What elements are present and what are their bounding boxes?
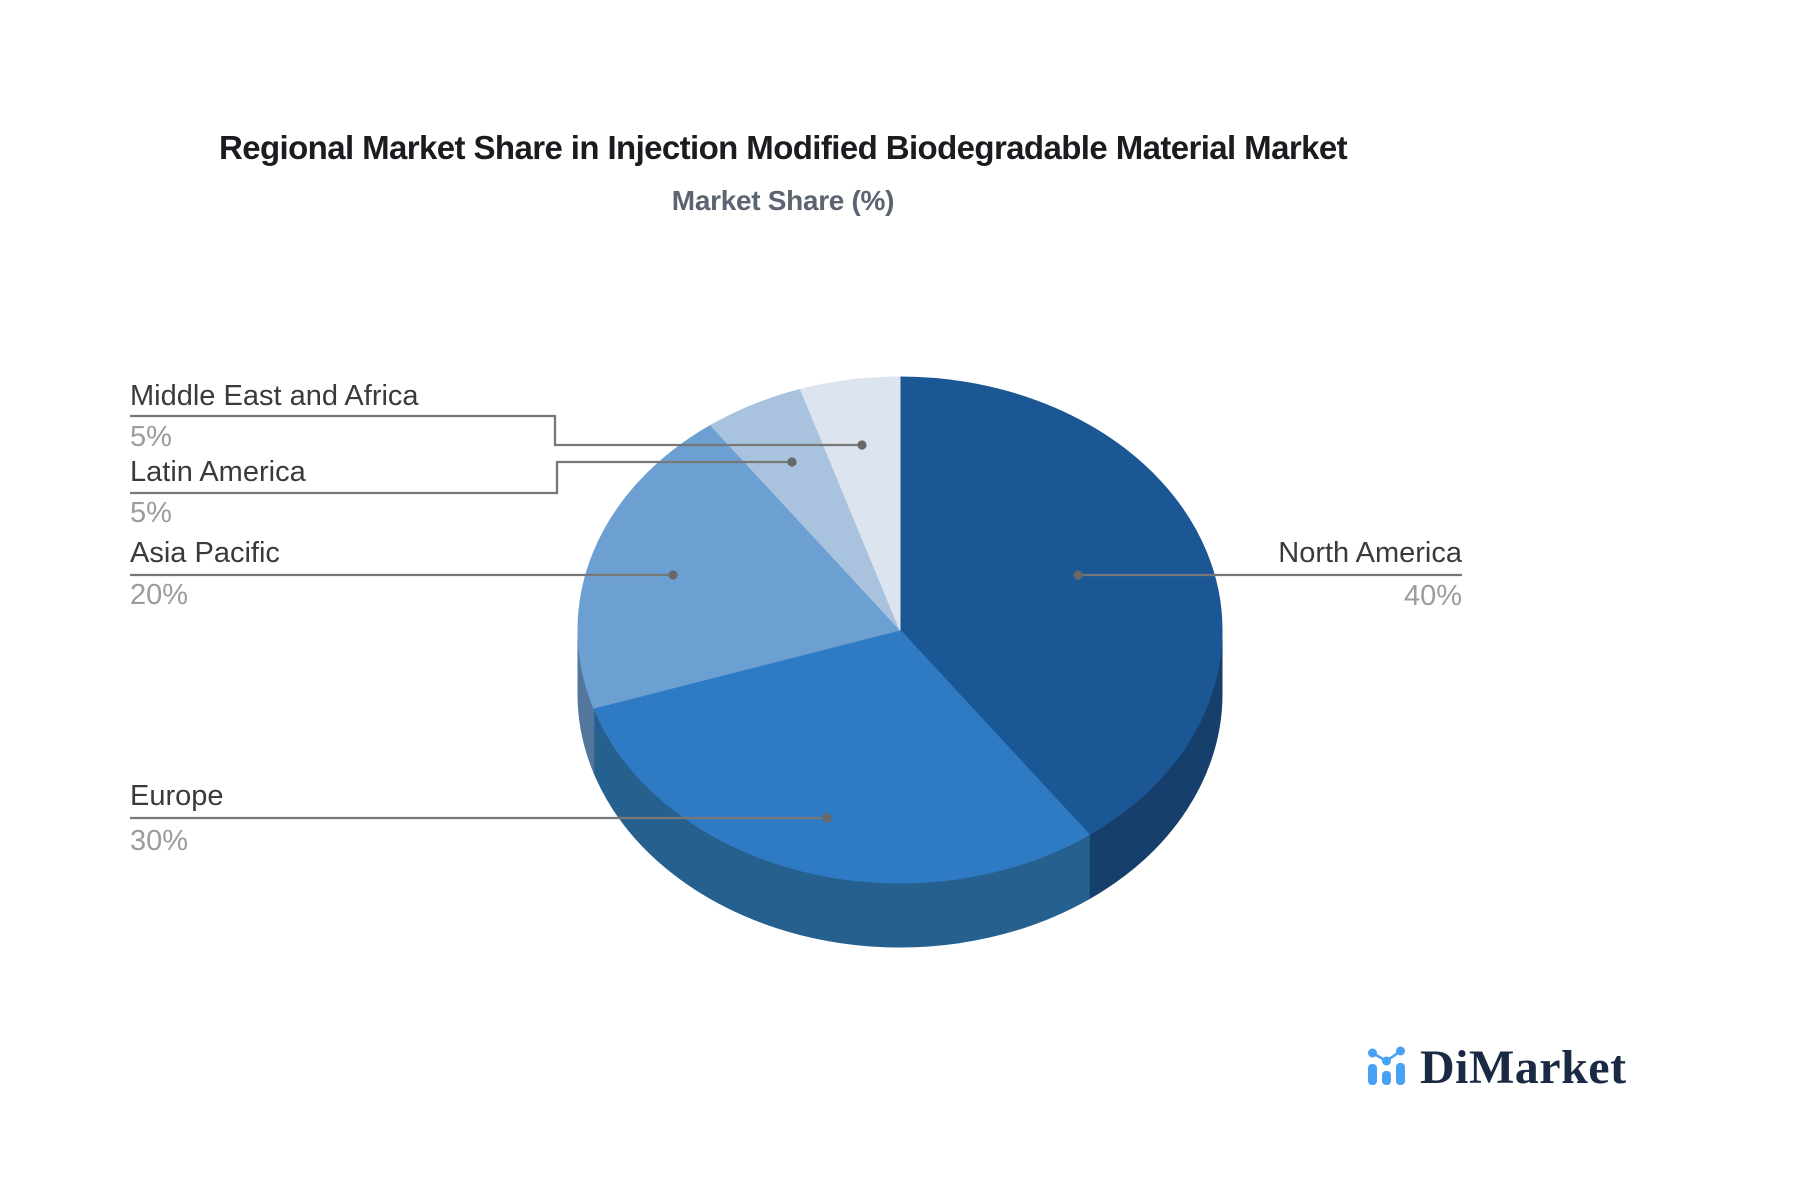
chart-title: Regional Market Share in Injection Modif… (219, 129, 1348, 166)
leader-dot-latin-america (787, 457, 797, 467)
callout-pct-middle-east-and-africa: 5% (130, 421, 172, 453)
callout-leader-lines (130, 414, 1462, 820)
pie-chart (577, 376, 1223, 948)
callout-label-latin-america: Latin America (130, 456, 306, 488)
callout-label-north-america: North America (1278, 537, 1462, 569)
leader-dot-north-america (1073, 570, 1083, 580)
leader-line-middle-east-and-africa (130, 414, 862, 447)
callout-pct-latin-america: 5% (130, 497, 172, 529)
bar-chart-logo-icon (1368, 1046, 1405, 1085)
leader-line-latin-america (130, 460, 792, 495)
leader-dot-europe (822, 813, 832, 823)
pie-slice-north-america (899, 376, 1223, 836)
callout-pct-europe: 30% (130, 825, 189, 857)
pie-slice-middle-east-and-africa (799, 376, 901, 631)
chart-subtitle: Market Share (%) (671, 185, 895, 216)
brand-logo: DiMarket (1364, 1040, 1627, 1096)
callout-label-middle-east-and-africa: Middle East and Africa (130, 380, 419, 412)
brand-logo-text: DiMarket (1420, 1041, 1627, 1094)
callout-leader-dots (668, 440, 1083, 823)
callout-pct-north-america: 40% (1403, 580, 1462, 612)
pie-slice-europe (593, 629, 1091, 884)
callout-pct-asia-pacific: 20% (130, 579, 189, 611)
callout-label-europe: Europe (130, 780, 224, 812)
callout-label-asia-pacific: Asia Pacific (130, 537, 280, 569)
pie-slice-asia-pacific (577, 424, 901, 709)
leader-dot-asia-pacific (668, 570, 678, 580)
leader-dot-middle-east-and-africa (857, 440, 867, 450)
